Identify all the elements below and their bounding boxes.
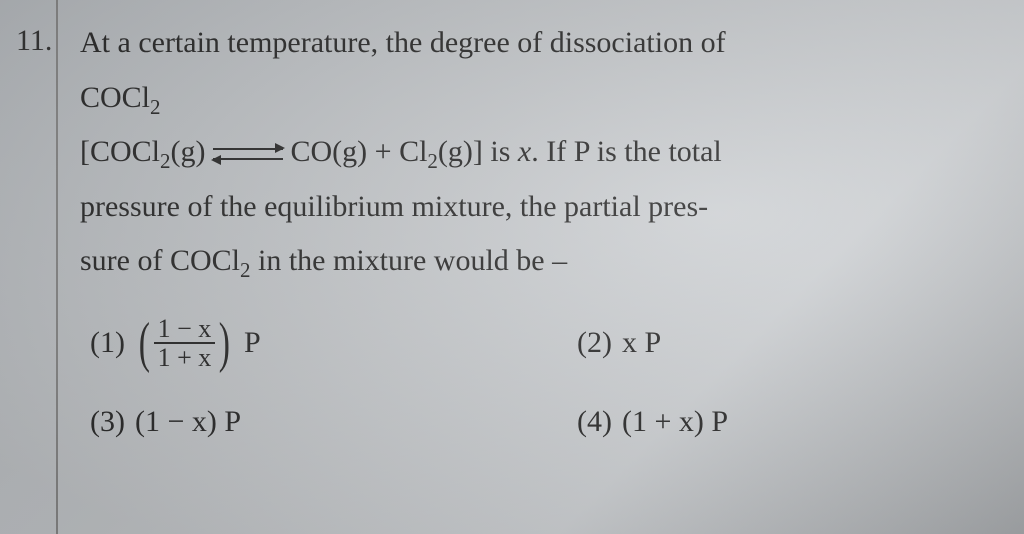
option-2: (2) x P — [577, 315, 984, 372]
option-1-label: (1) — [90, 326, 125, 360]
lparen-icon: ( — [139, 315, 150, 371]
rparen-icon: ) — [219, 315, 230, 371]
question-line-1: At a certain temperature, the degree of … — [80, 20, 984, 67]
option-1-tail: P — [244, 326, 261, 360]
option-4: (4) (1 + x) P — [577, 405, 984, 439]
eq-g2: (g)] is — [438, 135, 518, 168]
eq-prod1: CO(g) + Cl — [291, 135, 428, 168]
eq-g1: (g) — [171, 135, 206, 168]
eq-open: [COCl — [80, 135, 160, 168]
compound-sub: 2 — [150, 95, 161, 119]
line4b: in the mixture would be – — [251, 244, 568, 277]
question-number: 11. — [16, 24, 52, 58]
option-4-label: (4) — [577, 405, 612, 439]
eq-var: x — [518, 135, 531, 168]
option-1: (1) ( 1 − x 1 + x ) P — [90, 315, 497, 372]
line4a: sure of COCl — [80, 244, 240, 277]
option-1-denominator: 1 + x — [154, 342, 216, 371]
option-3: (3) (1 − x) P — [90, 405, 497, 439]
eq-open-sub: 2 — [160, 149, 171, 173]
eq-tail: . If P is the total — [531, 135, 722, 168]
option-2-text: x P — [622, 326, 661, 360]
option-3-label: (3) — [90, 405, 125, 439]
eq-prod1-sub: 2 — [427, 149, 438, 173]
equation-line: [COCl2(g) CO(g) + Cl2(g)] is x. If P is … — [80, 129, 984, 178]
line4-sub: 2 — [240, 258, 251, 282]
question-line-3: pressure of the equilibrium mixture, the… — [80, 184, 984, 231]
question-line-4: sure of COCl2 in the mixture would be – — [80, 238, 984, 287]
options-grid: (1) ( 1 − x 1 + x ) P (2) x P (3) (1 − x… — [80, 315, 984, 440]
option-3-text: (1 − x) P — [135, 405, 241, 439]
compound-text: COCl — [80, 81, 150, 114]
left-margin-rule — [56, 0, 58, 534]
option-2-label: (2) — [577, 326, 612, 360]
option-1-fraction: ( 1 − x 1 + x ) — [135, 315, 234, 372]
option-1-numerator: 1 − x — [154, 315, 216, 342]
compound-line: COCl2 — [80, 75, 984, 124]
option-4-text: (1 + x) P — [622, 405, 728, 439]
question-block: At a certain temperature, the degree of … — [0, 0, 1024, 459]
equilibrium-arrow-icon — [213, 144, 283, 164]
